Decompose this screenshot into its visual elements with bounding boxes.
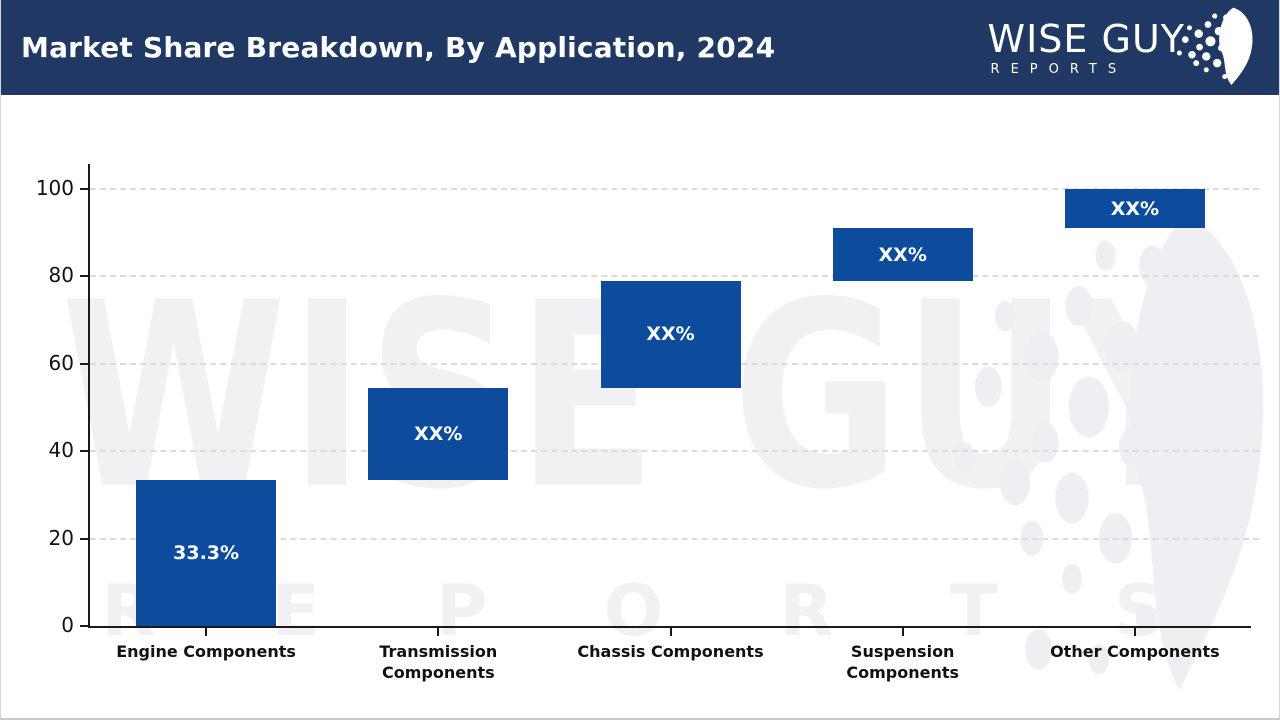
y-tick-mark [80, 275, 88, 278]
x-tick-mark [669, 628, 672, 636]
x-category-label: Transmission Components [379, 642, 498, 682]
y-tick-label: 40 [48, 438, 74, 463]
bar: XX% [1064, 189, 1205, 229]
bar-value-label: XX% [646, 323, 695, 346]
bar-value-label: XX% [414, 423, 463, 446]
y-gridline [90, 450, 1259, 453]
bar: XX% [368, 387, 509, 481]
bar: XX% [832, 228, 973, 281]
bar-value-label: XX% [1110, 197, 1160, 220]
y-tick-label: 100 [35, 176, 74, 200]
y-tick-mark [80, 362, 88, 365]
y-tick-label: 0 [61, 613, 74, 637]
x-tick-mark [205, 628, 208, 636]
page-title: Market Share Breakdown, By Application, … [21, 31, 776, 64]
header-bar: Market Share Breakdown, By Application, … [1, 0, 1279, 95]
y-tick-label: 80 [48, 263, 74, 288]
bar: XX% [600, 280, 741, 388]
y-gridline [90, 275, 1259, 278]
bar-value-label: XX% [878, 243, 927, 266]
x-axis-line [88, 626, 1251, 628]
wiseguy-logo-face-icon [1176, 7, 1253, 85]
x-category-label: Chassis Components [577, 642, 764, 661]
bar-value-label: 33.3% [173, 542, 240, 565]
x-tick-mark [437, 628, 440, 636]
wiseguy-logo: WISE GUY REPORTS [988, 6, 1255, 90]
waterfall-chart: WISE GUY R E P O R T S 0 20 40 60 80 100 33.3%… [1, 95, 1279, 718]
y-axis-line [88, 164, 90, 628]
y-tick-mark [80, 625, 88, 627]
x-category-label: Other Components [1050, 642, 1220, 661]
bar: 33.3% [136, 480, 277, 626]
x-category-label: Suspension Components [846, 642, 960, 682]
y-tick-label: 20 [48, 525, 74, 550]
y-tick-mark [80, 188, 88, 190]
y-gridline [90, 537, 1259, 540]
wiseguy-logo-wordmark: WISE GUY [987, 16, 1185, 61]
y-tick-mark [80, 537, 88, 540]
watermark-face-icon [954, 215, 1264, 690]
x-category-label: Engine Components [116, 642, 296, 661]
x-tick-mark [1133, 628, 1136, 636]
wiseguy-logo-text: WISE GUY REPORTS [988, 20, 1185, 76]
y-tick-mark [80, 450, 88, 453]
x-tick-mark [901, 628, 904, 636]
wiseguy-logo-subtitle: REPORTS [990, 61, 1128, 77]
y-tick-label: 60 [48, 350, 74, 375]
y-gridline [90, 188, 1259, 190]
